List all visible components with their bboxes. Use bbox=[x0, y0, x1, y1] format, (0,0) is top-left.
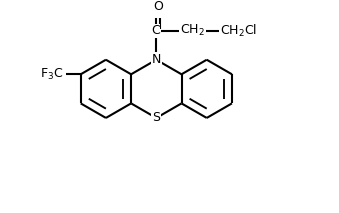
Text: CH$_2$Cl: CH$_2$Cl bbox=[220, 23, 257, 39]
Text: O: O bbox=[153, 0, 163, 13]
Text: N: N bbox=[152, 53, 161, 66]
Text: CH$_2$: CH$_2$ bbox=[180, 23, 205, 38]
Text: F$_3$C: F$_3$C bbox=[40, 67, 63, 82]
Text: C: C bbox=[151, 24, 160, 37]
Text: S: S bbox=[152, 111, 160, 124]
